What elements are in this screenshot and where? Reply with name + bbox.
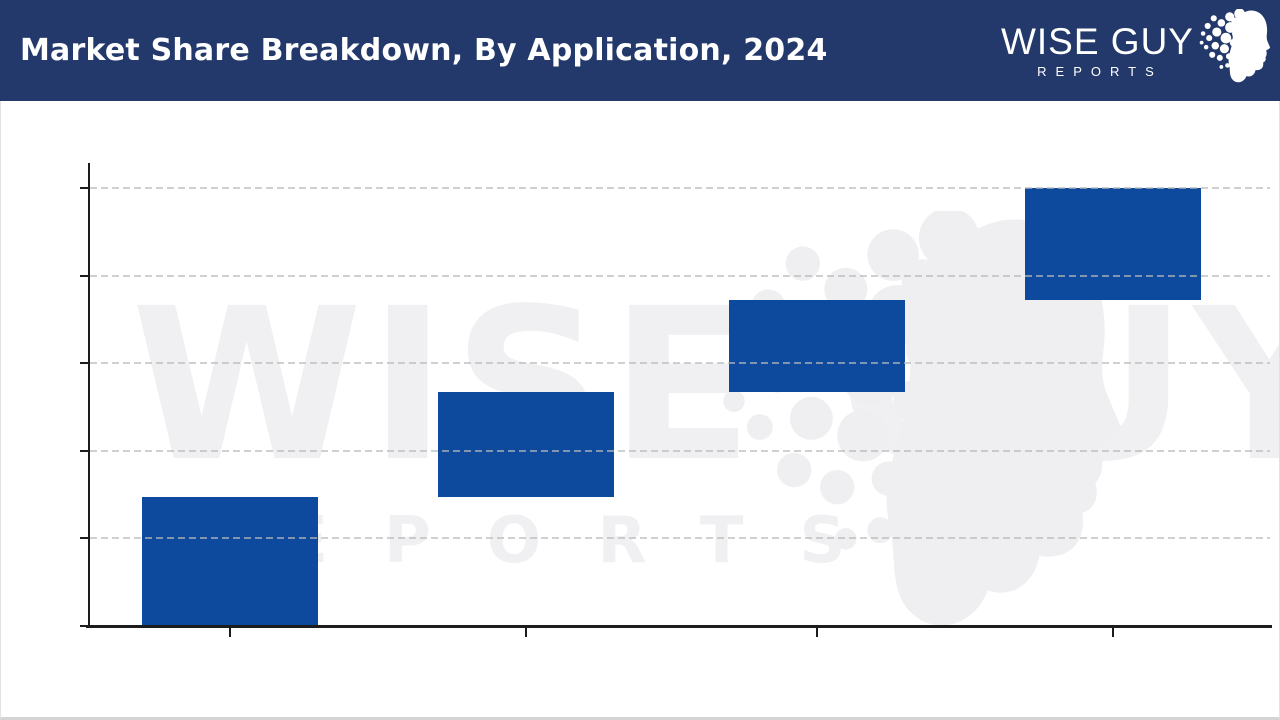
x-tick	[525, 628, 527, 637]
x-tick	[229, 628, 231, 637]
logo-wordmark: WISE GUY	[1000, 21, 1194, 62]
y-axis-spine	[88, 163, 90, 628]
header: Market Share Breakdown, By Application, …	[0, 0, 1280, 101]
y-tick-0	[80, 625, 89, 627]
chart-area: WISE GUY REPORTS	[0, 101, 1280, 720]
logo-text: WISE GUY REPORTS	[1001, 23, 1194, 78]
y-tick-60	[80, 362, 89, 365]
y-tick-80	[80, 274, 89, 277]
x-tick	[1112, 628, 1114, 637]
page-title: Market Share Breakdown, By Application, …	[20, 33, 828, 68]
bar-industrial-automation	[729, 299, 905, 392]
gridline-40	[90, 449, 1270, 452]
gridline-80	[90, 274, 1270, 277]
gridline-100	[90, 187, 1270, 189]
bar-telecommunications	[438, 391, 614, 497]
bar-consumer-electronics	[1025, 188, 1201, 300]
logo-face-icon	[1199, 8, 1270, 82]
y-tick-20	[80, 537, 89, 540]
gridline-60	[90, 362, 1270, 365]
y-tick-100	[80, 187, 89, 189]
y-tick-40	[80, 449, 89, 452]
x-tick	[816, 628, 818, 637]
x-axis-spine	[86, 625, 1272, 628]
logo-subtitle: REPORTS	[1037, 64, 1163, 79]
wiseguy-logo: WISE GUY REPORTS	[1001, 8, 1270, 93]
bar-data-centers	[142, 496, 318, 626]
gridline-20	[90, 537, 1270, 540]
